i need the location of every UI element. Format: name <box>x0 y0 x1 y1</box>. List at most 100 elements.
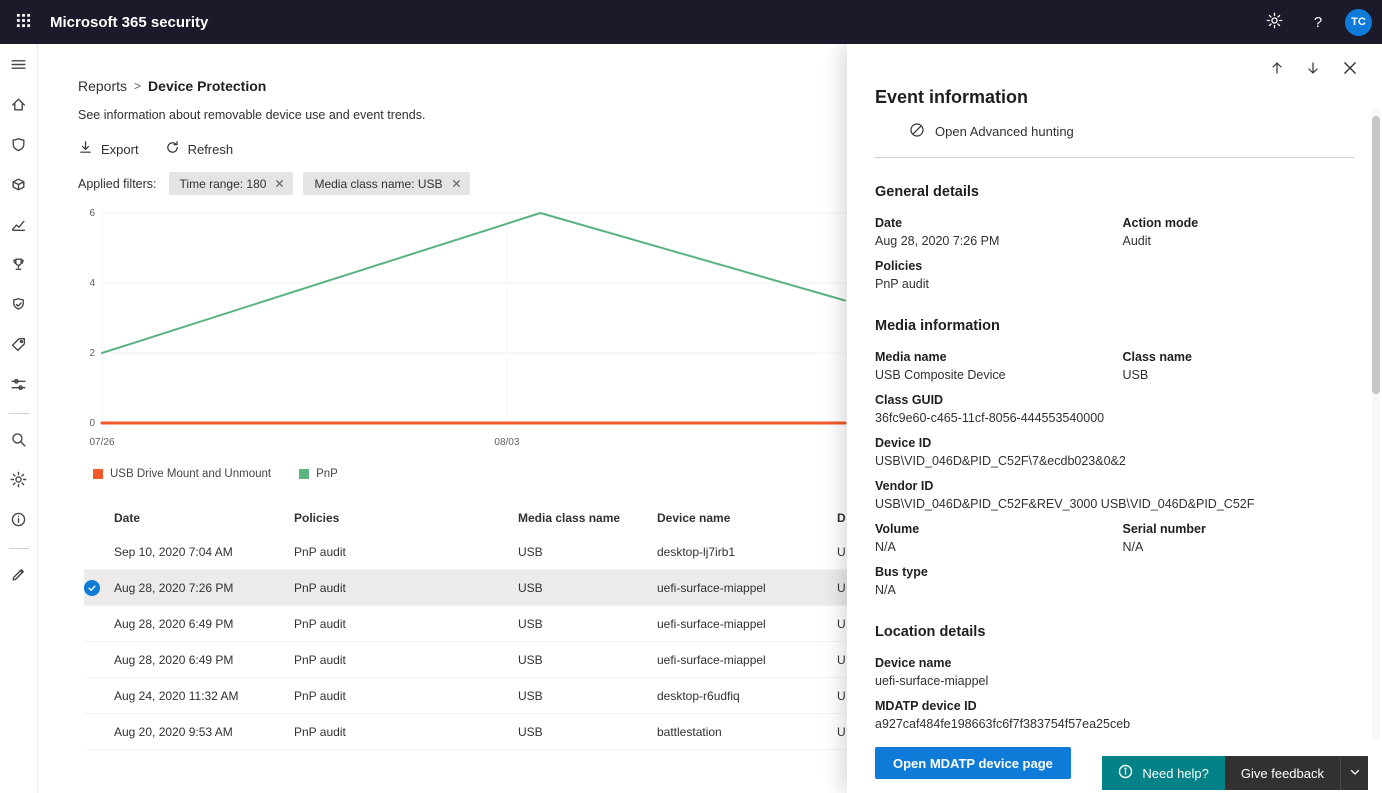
page-title: Device Protection <box>148 78 267 94</box>
table-row[interactable]: Aug 20, 2020 9:53 AM PnP audit USB battlest… <box>84 714 847 750</box>
cell-policies: PnP audit <box>294 724 346 739</box>
column-header[interactable]: Date <box>114 511 141 525</box>
svg-text:6: 6 <box>89 208 95 219</box>
account-avatar[interactable]: TC <box>1345 8 1372 36</box>
sidebar-item-action-center[interactable] <box>0 166 38 206</box>
field-value: USB\VID_046D&PID_C52F\7&ecdb023&0&2 <box>875 454 1126 468</box>
svg-text:08/03: 08/03 <box>494 437 519 448</box>
field-label: Vendor ID <box>875 479 934 493</box>
table-row[interactable]: Sep 10, 2020 7:04 AM PnP audit USB desktop-… <box>84 534 847 570</box>
cell-policies: PnP audit <box>294 688 346 703</box>
filter-chip[interactable]: Time range: 180 <box>168 172 294 195</box>
panel-title: Event information <box>875 87 1029 107</box>
home-icon <box>10 96 27 116</box>
open-advanced-hunting-button[interactable]: Open Advanced hunting <box>909 122 1074 141</box>
sidebar-item-classification[interactable] <box>0 326 38 366</box>
filter-chip-label: Media class name: USB <box>314 176 443 191</box>
left-nav-rail <box>0 44 38 793</box>
sidebar-item-home[interactable] <box>0 86 38 126</box>
refresh-button[interactable]: Refresh <box>165 140 233 158</box>
section-title: Location details <box>875 624 986 640</box>
cell-device_name: desktop-lj7irb1 <box>657 544 736 559</box>
panel-section: General details Date Aug 28, 2020 7:26 PM A… <box>875 184 1354 292</box>
give-feedback-button[interactable]: Give feedback <box>1224 756 1340 790</box>
legend-label: USB Drive Mount and Unmount <box>110 468 272 480</box>
field-value: N/A <box>875 540 896 554</box>
applied-filters-label: Applied filters: <box>78 176 157 191</box>
refresh-icon <box>165 140 180 158</box>
search-icon <box>10 431 27 451</box>
sidebar-item-hunting[interactable] <box>0 421 38 461</box>
panel-scrollbar[interactable] <box>1372 108 1380 739</box>
settings-button[interactable] <box>1257 5 1291 39</box>
help-icon: ? <box>1313 13 1323 31</box>
breadcrumb-reports-link[interactable]: Reports <box>78 78 128 94</box>
nav-divider <box>8 548 29 549</box>
cube-icon <box>10 176 27 196</box>
need-help-button[interactable]: Need help? <box>1102 756 1225 790</box>
table-row[interactable]: Aug 28, 2020 7:26 PM PnP audit USB uefi-sur… <box>84 570 847 606</box>
field-value: N/A <box>1122 540 1144 554</box>
sidebar-item-secure-score[interactable] <box>0 286 38 326</box>
export-button[interactable]: Export <box>78 140 139 158</box>
field-label: Serial number <box>1122 522 1206 536</box>
detail-field: Class GUID 36fc9e60-c465-11cf-8056-444553… <box>875 393 1354 426</box>
feedback-corner: Need help? Give feedback <box>1102 756 1368 790</box>
cell-policies: PnP audit <box>294 544 346 559</box>
nav-collapse-toggle[interactable] <box>0 46 38 86</box>
app-launcher-button[interactable] <box>0 0 46 44</box>
events-table-body: Sep 10, 2020 7:04 AM PnP audit USB desktop-… <box>84 534 847 750</box>
cell-media_class: USB <box>518 616 543 631</box>
sidebar-item-reports[interactable] <box>0 206 38 246</box>
nav-divider <box>8 413 29 414</box>
sidebar-item-customize[interactable] <box>0 556 38 596</box>
table-row[interactable]: Aug 28, 2020 6:49 PM PnP audit USB uefi-sur… <box>84 642 847 678</box>
detail-field: Policies PnP audit <box>875 259 1107 292</box>
shield-icon <box>10 136 27 156</box>
cell-date: Aug 28, 2020 6:49 PM <box>114 652 234 667</box>
detail-field: Bus type N/A <box>875 565 1107 598</box>
field-value: a927caf484fe198663fc6f7f383754f57ea25ceb <box>875 717 1131 731</box>
close-panel-button[interactable] <box>1342 60 1358 79</box>
feedback-dropdown-button[interactable] <box>1340 756 1368 790</box>
next-event-button[interactable] <box>1306 61 1320 78</box>
previous-event-button[interactable] <box>1270 61 1284 78</box>
chart-canvas: 0 2 4 6 07/26 08/03 <box>89 208 847 448</box>
field-value: PnP audit <box>875 277 929 291</box>
applied-filters: Applied filters: Time range: 180 Media cl… <box>78 172 1382 195</box>
info-icon <box>1118 764 1133 782</box>
detail-field: Class name USB <box>1123 350 1355 383</box>
column-header[interactable]: Media class name <box>518 511 621 525</box>
remove-filter-icon[interactable] <box>275 177 284 191</box>
detail-field: Media name USB Composite Device <box>875 350 1107 383</box>
sidebar-item-settings[interactable] <box>0 461 38 501</box>
sidebar-item-policies[interactable] <box>0 366 38 406</box>
waffle-icon <box>16 13 31 31</box>
cell-date: Sep 10, 2020 7:04 AM <box>114 544 233 559</box>
sidebar-item-learning-hub[interactable] <box>0 246 38 286</box>
column-header[interactable]: D <box>837 511 846 525</box>
row-select-indicator[interactable] <box>84 579 114 596</box>
column-header[interactable]: Device name <box>657 511 731 525</box>
section-title: General details <box>875 184 979 200</box>
panel-section: Media information Media name USB Composite… <box>875 318 1354 598</box>
table-row[interactable]: Aug 24, 2020 11:32 AM PnP audit USB desktop… <box>84 678 847 714</box>
cell-media_class: USB <box>518 688 543 703</box>
table-row[interactable]: Aug 28, 2020 6:49 PM PnP audit USB uefi-sur… <box>84 606 847 642</box>
hamburger-icon <box>10 56 27 76</box>
column-header[interactable]: Policies <box>294 511 340 525</box>
help-button[interactable]: ? <box>1301 5 1335 39</box>
remove-filter-icon[interactable] <box>452 177 461 191</box>
field-value: USB\VID_046D&PID_C52F&REV_3000 USB\VID_0… <box>875 497 1255 511</box>
cell-device_name: uefi-surface-miappel <box>657 616 766 631</box>
detail-field: Action mode Audit <box>1123 216 1355 249</box>
sidebar-item-alerts[interactable] <box>0 126 38 166</box>
cell-device_name: uefi-surface-miappel <box>657 652 766 667</box>
filter-chip[interactable]: Media class name: USB <box>303 172 470 195</box>
line-chart-icon <box>10 216 27 236</box>
secure-score-icon <box>10 296 27 316</box>
sidebar-item-more-resources[interactable] <box>0 501 38 541</box>
cell-device_name: battlestation <box>657 724 722 739</box>
scrollbar-thumb[interactable] <box>1372 116 1380 394</box>
open-mdatp-device-page-button[interactable]: Open MDATP device page <box>875 747 1071 779</box>
